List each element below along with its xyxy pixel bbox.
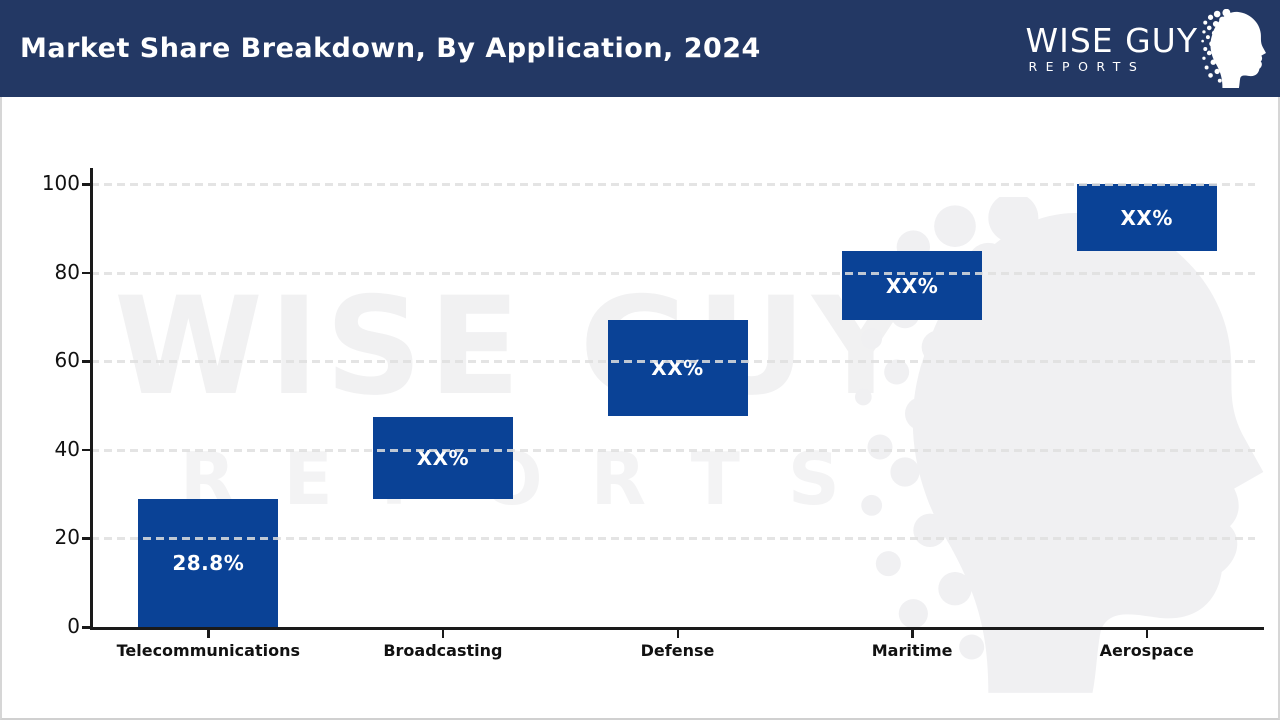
y-tick: [82, 183, 91, 186]
x-tick: [1145, 630, 1149, 638]
y-tick: [82, 271, 91, 275]
chart-area: WISE GUY REPORTS 28.8% XX% XX% XX% XX% 0 20 40 6…: [0, 97, 1280, 720]
y-tick: [82, 626, 91, 629]
watermark-subtext: REPORTS: [180, 437, 888, 521]
bar-value-label: XX%: [1120, 205, 1173, 230]
bar-value-label: XX%: [885, 273, 939, 298]
bar: XX%: [1076, 184, 1217, 252]
gridline: [91, 537, 1255, 541]
x-axis-label: Broadcasting: [383, 641, 503, 660]
brand-subname: REPORTS: [1028, 58, 1146, 74]
header: Market Share Breakdown, By Application, …: [0, 0, 1280, 97]
x-axis-label: Aerospace: [1099, 641, 1194, 660]
x-axis-label: Maritime: [871, 641, 953, 660]
gridline: [91, 183, 1255, 186]
y-tick: [82, 448, 91, 452]
brand-name: WISE GUY: [1025, 21, 1198, 61]
x-tick: [676, 630, 679, 638]
y-tick-label: 80: [54, 259, 80, 284]
x-axis-label: Defense: [640, 641, 715, 660]
gridline: [91, 271, 1255, 275]
gridline: [91, 448, 1255, 452]
x-axis-label: Telecommunications: [116, 641, 300, 660]
head-profile-icon: [1201, 9, 1266, 88]
x-tick: [441, 630, 445, 638]
y-tick: [82, 537, 91, 540]
brand-logo-text: WISE GUY REPORTS: [1025, 24, 1198, 74]
bar: 28.8%: [138, 499, 279, 627]
y-tick-label: 100: [41, 171, 80, 195]
y-axis: [89, 168, 93, 630]
bar: XX%: [607, 320, 748, 417]
bar-value-label: 28.8%: [172, 551, 245, 576]
watermark-text: WISE GUY: [114, 268, 916, 425]
y-tick-label: 60: [54, 348, 80, 373]
y-tick-label: 20: [54, 525, 80, 550]
x-tick: [911, 630, 914, 638]
y-tick-label: 40: [54, 436, 80, 461]
gridline: [91, 360, 1255, 364]
bar: XX%: [842, 251, 983, 321]
bar: XX%: [372, 416, 513, 500]
x-axis: [89, 627, 1264, 630]
chart-title: Market Share Breakdown, By Application, …: [20, 33, 761, 64]
y-tick: [82, 360, 91, 363]
x-tick: [207, 630, 210, 638]
brand-logo: WISE GUY REPORTS: [1025, 6, 1266, 92]
y-tick-label: 0: [67, 614, 80, 638]
